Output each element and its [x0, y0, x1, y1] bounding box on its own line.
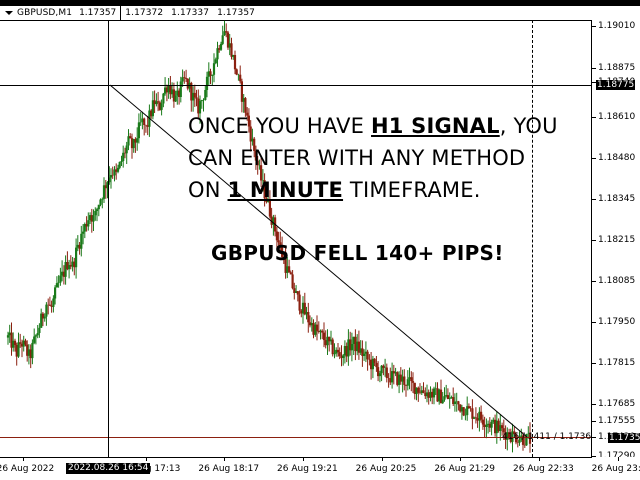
crosshair-price-label: 1.18775 — [596, 80, 636, 90]
price-tick-label: 1.18875 — [598, 63, 636, 73]
time-tick-label: 26 Aug 22:33 — [513, 464, 574, 474]
horizontal-price-line[interactable] — [0, 437, 592, 438]
time-tick-label: 26 Aug 19:21 — [277, 464, 338, 474]
bar-status-text: 416 / 1411 / 1.17364 — [502, 432, 592, 442]
price-tick-label: 1.18215 — [598, 235, 636, 245]
annotation-line-1-suffix: , YOU — [499, 114, 558, 138]
price-tick — [592, 240, 596, 241]
price-tick — [592, 404, 596, 405]
time-tick-label: 26 Aug 23:37 — [591, 464, 640, 474]
time-tick — [145, 457, 147, 461]
price-tick — [592, 82, 596, 83]
annotation-line-2: CAN ENTER WITH ANY METHOD — [188, 146, 526, 170]
time-tick-label: 26 Aug 18:17 — [198, 464, 260, 474]
crosshair-time-label: 2022.08.26 16:54 — [66, 463, 151, 474]
price-tick-label: 1.18480 — [598, 153, 636, 163]
crosshair-vertical — [108, 20, 109, 457]
close-price-label: 1.17357 — [217, 8, 255, 18]
annotation-line-1: ONCE YOU HAVE H1 SIGNAL, YOU — [188, 111, 558, 142]
vertical-dashed-line — [532, 20, 533, 457]
time-tick — [539, 457, 540, 461]
price-tick-label: 1.17685 — [598, 399, 636, 409]
plot-right-border — [591, 20, 592, 457]
price-tick-label: 1.18345 — [598, 194, 636, 204]
ohlc-group: 1.17372 1.17337 1.17357 — [125, 8, 260, 18]
open-price-label: 1.17372 — [125, 8, 164, 18]
time-tick — [303, 457, 305, 461]
price-tick — [592, 421, 596, 422]
annotation-headline: GBPUSD FELL 140+ PIPS! — [211, 241, 504, 265]
price-tick — [592, 68, 596, 69]
time-tick-label: 26 Aug 21:29 — [434, 464, 496, 474]
time-tick — [460, 457, 462, 461]
price-tick-label: 1.17815 — [598, 358, 636, 368]
plot-top-border — [0, 20, 592, 21]
price-tick — [592, 456, 596, 457]
price-tick-label: 1.19010 — [598, 21, 636, 31]
price-tick-label: 1.17290 — [598, 451, 636, 461]
price-tick-label: 1.17950 — [598, 317, 636, 327]
high-price-label: 1.17337 — [171, 8, 210, 18]
current-bid-price-label: 1.17357 — [608, 433, 640, 443]
price-tick-label: 1.18610 — [598, 112, 636, 122]
price-tick — [592, 363, 596, 364]
chevron-down-icon[interactable] — [5, 11, 13, 15]
price-tick — [592, 26, 596, 27]
price-tick — [592, 199, 596, 200]
price-axis[interactable]: 1.190101.188751.187401.186101.184801.183… — [592, 20, 640, 461]
crosshair-horizontal — [0, 85, 592, 86]
time-tick-label: 26 Aug 2022 — [0, 464, 55, 474]
annotation-line-1-prefix: ONCE YOU HAVE — [188, 114, 372, 138]
price-tick-label: 1.17555 — [598, 416, 636, 426]
price-tick — [592, 437, 596, 438]
price-tick — [592, 322, 596, 323]
symbol-timeframe-label: GBPUSD,M1 — [17, 8, 73, 18]
annotation-1-minute: 1 MINUTE — [227, 178, 344, 202]
price-tick-label: 1.18085 — [598, 276, 636, 286]
price-tick — [592, 158, 596, 159]
time-tick — [224, 457, 226, 461]
time-axis-line — [0, 457, 592, 458]
annotation-line-3-prefix: ON — [188, 178, 228, 202]
annotation-line-3-suffix: TIMEFRAME. — [343, 178, 481, 202]
time-tick — [381, 457, 383, 461]
last-price-label: 1.17357 — [79, 8, 117, 18]
price-tick — [592, 281, 596, 282]
time-tick — [617, 457, 619, 461]
header-divider — [120, 6, 122, 20]
annotation-h1-signal: H1 SIGNAL — [371, 114, 500, 138]
window-top-bar — [0, 0, 640, 6]
annotation-line-3: ON 1 MINUTE TIMEFRAME. — [188, 175, 481, 206]
chart-header: GBPUSD,M1 1.17357 1.17372 1.17337 1.1735… — [0, 6, 640, 20]
chart-plot-area[interactable]: 416 / 1411 / 1.17364 — [0, 20, 592, 457]
chart-frame: 416 / 1411 / 1.17364 — [0, 20, 640, 457]
time-tick — [22, 457, 24, 461]
price-tick — [592, 117, 596, 118]
time-tick-label: 26 Aug 20:25 — [355, 464, 417, 474]
